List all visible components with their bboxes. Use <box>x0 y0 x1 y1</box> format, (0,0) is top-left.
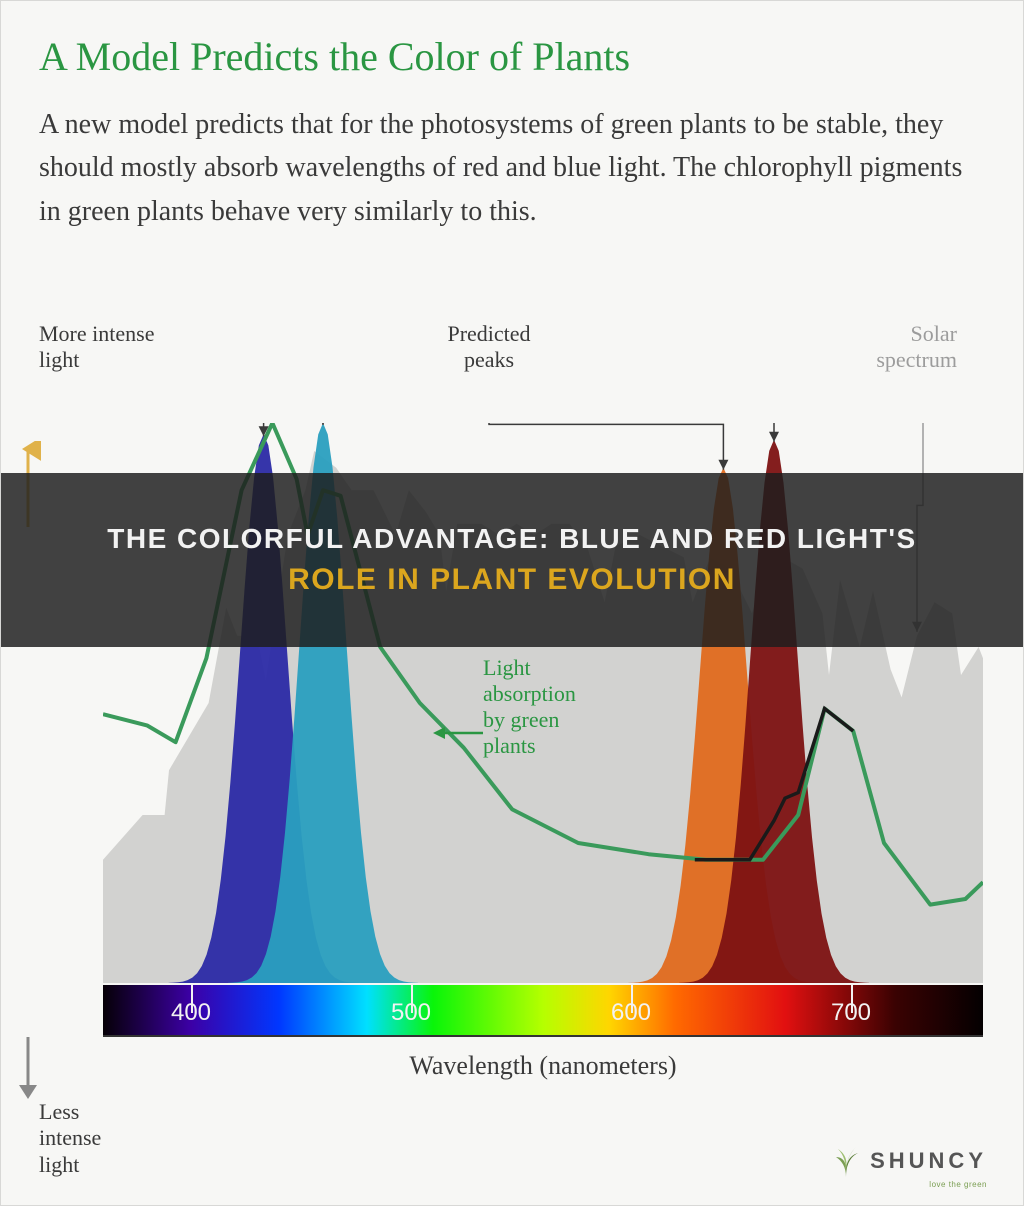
predicted-peaks-label: Predicted peaks <box>419 321 559 373</box>
intro-paragraph: A new model predicts that for the photos… <box>39 103 985 233</box>
overlay-line-2: ROLE IN PLANT EVOLUTION <box>288 563 736 597</box>
brand-logo: SHUNCY love the green <box>828 1143 987 1179</box>
brand-tagline: love the green <box>929 1180 987 1189</box>
y-axis-bottom-label: Less intense light <box>39 1099 101 1178</box>
leaf-icon <box>828 1143 864 1179</box>
page-title: A Model Predicts the Color of Plants <box>39 33 630 80</box>
overlay-line-1: THE COLORFUL ADVANTAGE: BLUE AND RED LIG… <box>107 523 916 555</box>
arrow-left-icon <box>431 723 487 743</box>
banner-overlay: THE COLORFUL ADVANTAGE: BLUE AND RED LIG… <box>1 473 1023 647</box>
brand-name: SHUNCY <box>870 1148 987 1174</box>
solar-spectrum-label: Solar spectrum <box>876 321 957 373</box>
x-axis-title: Wavelength (nanometers) <box>103 1051 983 1081</box>
chart-container: More intense light Predicted peaks Solar… <box>39 321 993 1165</box>
absorption-label: Light absorption by green plants <box>483 655 576 759</box>
page: A Model Predicts the Color of Plants A n… <box>0 0 1024 1206</box>
visible-spectrum-bar: 400500600700 <box>103 983 983 1037</box>
arrow-down-icon <box>15 1035 41 1101</box>
y-axis-top-label: More intense light <box>39 321 154 374</box>
